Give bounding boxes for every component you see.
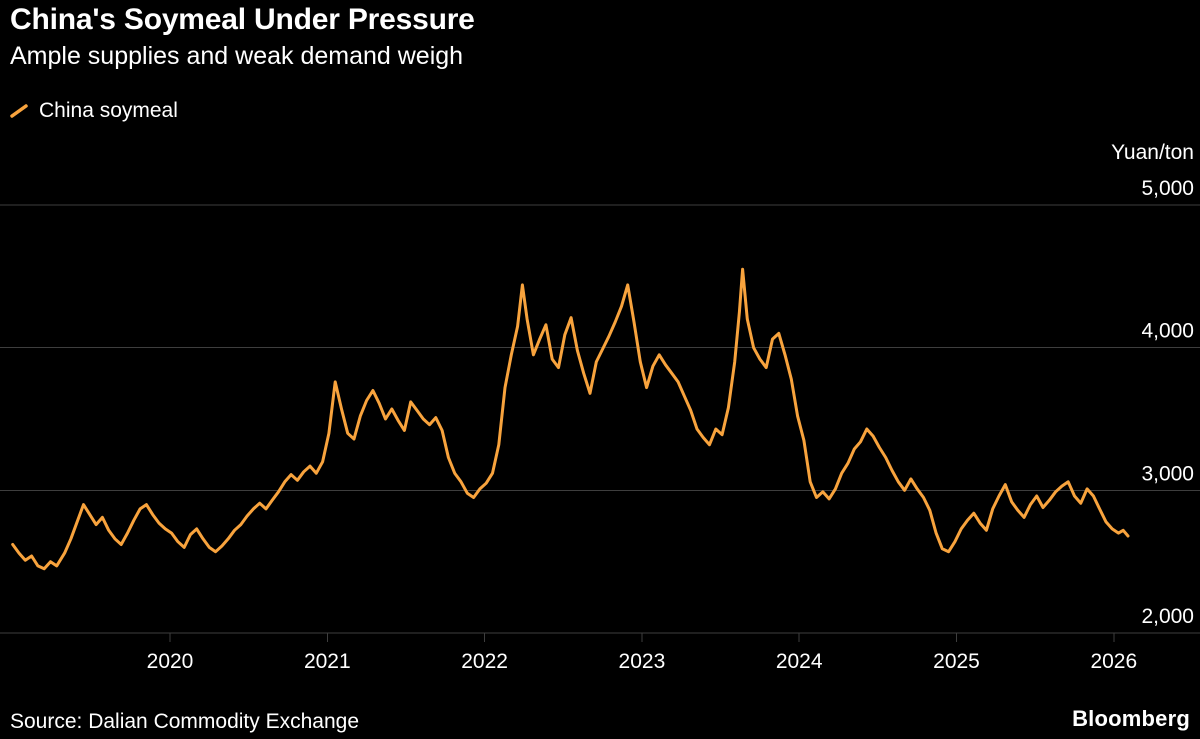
bloomberg-logo: Bloomberg <box>1072 706 1190 731</box>
x-tick-label-2021: 2021 <box>304 650 351 673</box>
x-tick-label-2023: 2023 <box>619 650 666 673</box>
y-tick-label-5000: 5,000 <box>1141 177 1194 200</box>
x-tick-label-2025: 2025 <box>933 650 980 673</box>
source-attribution: Source: Dalian Commodity Exchange <box>10 710 360 733</box>
chart-subtitle: Ample supplies and weak demand weigh <box>10 42 464 70</box>
series-line-0 <box>11 267 1130 571</box>
y-tick-label-3000: 3,000 <box>1141 462 1194 485</box>
y-tick-label-2000: 2,000 <box>1141 605 1194 628</box>
y-tick-label-4000: 4,000 <box>1141 320 1194 343</box>
x-tick-label-2026: 2026 <box>1090 650 1137 673</box>
x-tick-label-2024: 2024 <box>776 650 823 673</box>
x-tick-label-2022: 2022 <box>461 650 508 673</box>
chart-title: China's Soymeal Under Pressure <box>10 3 475 36</box>
legend: China soymeal <box>10 99 178 123</box>
x-tick-label-2020: 2020 <box>147 650 194 673</box>
legend-label: China soymeal <box>39 99 178 122</box>
y-axis-unit-label: Yuan/ton <box>1111 141 1194 164</box>
legend-line-icon <box>10 103 29 119</box>
